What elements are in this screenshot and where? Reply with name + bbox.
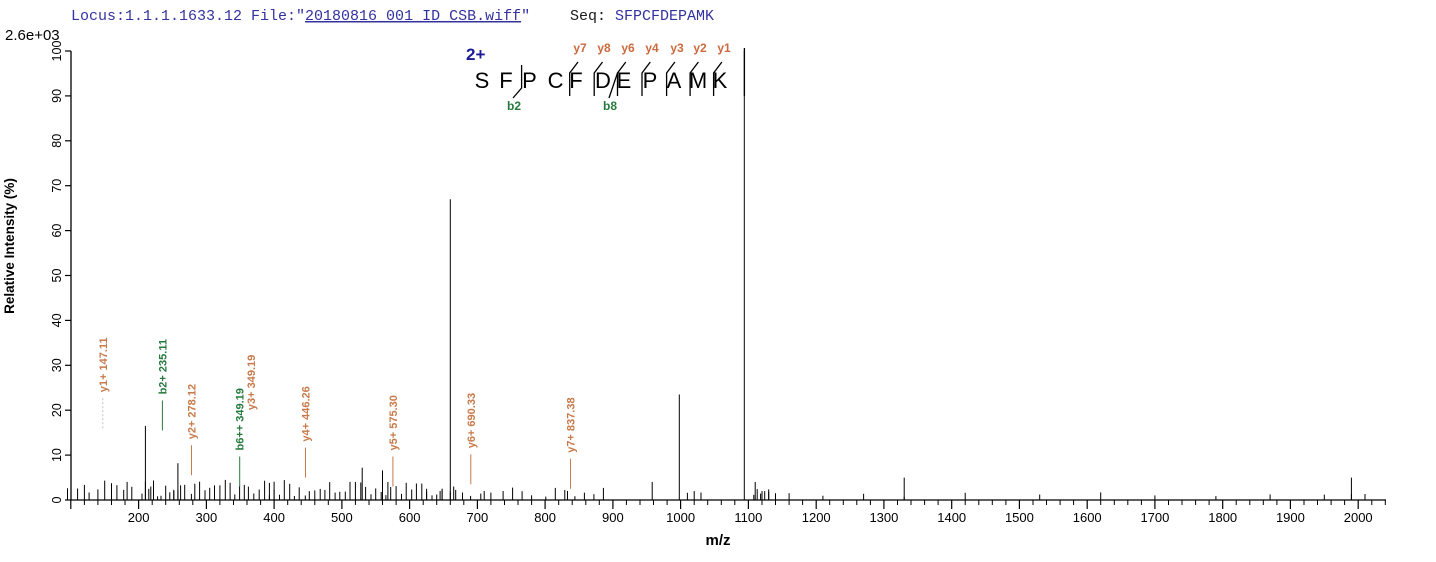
svg-text:0: 0 [50,496,64,503]
svg-text:y6+ 690.33: y6+ 690.33 [466,393,478,448]
svg-text:y7+ 837.38: y7+ 837.38 [566,397,578,452]
svg-text:40: 40 [50,313,64,327]
svg-text:300: 300 [196,510,218,525]
svg-text:1200: 1200 [802,510,831,525]
svg-text:1600: 1600 [1073,510,1102,525]
svg-text:y2: y2 [693,41,707,55]
svg-text:400: 400 [263,510,285,525]
svg-text:20: 20 [50,403,64,417]
svg-text:b2: b2 [507,99,521,113]
svg-text:D: D [595,68,611,93]
svg-text:600: 600 [399,510,421,525]
svg-text:90: 90 [50,89,64,103]
svg-text:y4+ 446.26: y4+ 446.26 [301,386,313,441]
svg-text:y1: y1 [717,41,731,55]
svg-text:Locus:1.1.1.1633.12 File:"2018: Locus:1.1.1.1633.12 File:"20180816_001_I… [71,8,530,25]
svg-text:100: 100 [50,41,64,62]
svg-text:y2+ 278.12: y2+ 278.12 [187,384,199,439]
svg-text:Seq: SFPCFDEPAMK: Seq: SFPCFDEPAMK [570,8,714,25]
svg-text:1900: 1900 [1276,510,1305,525]
svg-text:30: 30 [50,358,64,372]
svg-text:50: 50 [50,269,64,283]
svg-text:500: 500 [331,510,353,525]
svg-text:70: 70 [50,179,64,193]
svg-text:y6: y6 [621,41,635,55]
svg-text:1000: 1000 [666,510,695,525]
svg-text:700: 700 [467,510,489,525]
svg-text:800: 800 [534,510,556,525]
svg-text:y3+ 349.19: y3+ 349.19 [246,355,258,410]
svg-text:60: 60 [50,224,64,238]
svg-text:y4: y4 [645,41,659,55]
svg-text:y1+ 147.11: y1+ 147.11 [98,337,110,392]
svg-text:P: P [643,68,658,93]
svg-text:1100: 1100 [734,510,762,525]
svg-text:900: 900 [602,510,624,525]
svg-text:2+: 2+ [466,45,485,64]
svg-text:1700: 1700 [1140,510,1169,525]
svg-text:80: 80 [50,134,64,148]
svg-text:S: S [475,68,490,93]
svg-text:200: 200 [128,510,150,525]
svg-text:C: C [548,68,564,93]
svg-text:1500: 1500 [1005,510,1034,525]
svg-text:1300: 1300 [869,510,898,525]
svg-text:P: P [522,68,537,93]
svg-text:b8: b8 [603,99,617,113]
svg-text:y3: y3 [670,41,684,55]
svg-text:m/z: m/z [705,532,730,549]
svg-text:2000: 2000 [1344,510,1373,525]
svg-text:10: 10 [50,448,64,462]
svg-text:Relative Intensity (%): Relative Intensity (%) [2,178,17,314]
svg-text:1800: 1800 [1208,510,1237,525]
svg-text:b2+ 235.11: b2+ 235.11 [157,339,169,394]
svg-text:y7: y7 [573,41,587,55]
svg-text:b6++ 349.19: b6++ 349.19 [235,388,247,450]
svg-text:F: F [499,68,512,93]
svg-text:1400: 1400 [937,510,966,525]
svg-text:y8: y8 [597,41,611,55]
svg-text:y5+ 575.30: y5+ 575.30 [388,395,400,450]
svg-text:A: A [667,68,682,93]
